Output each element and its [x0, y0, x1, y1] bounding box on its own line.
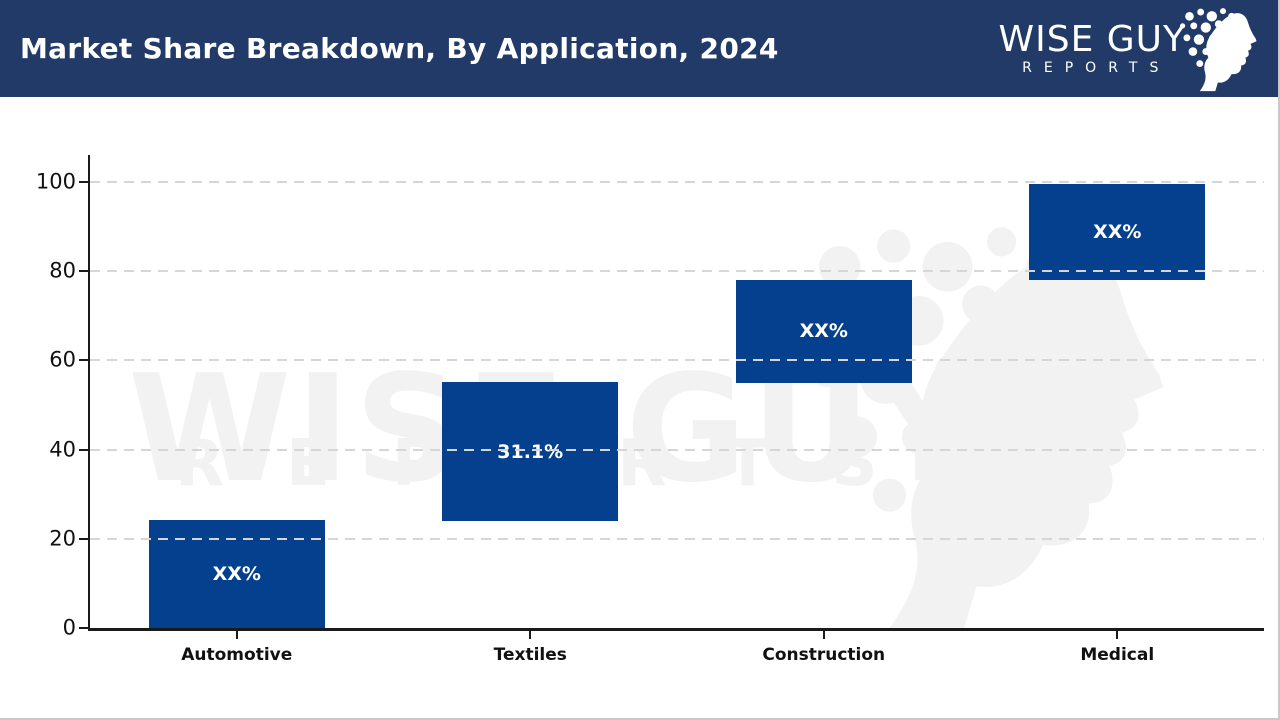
- y-tick-mark: [79, 627, 88, 629]
- logo-brand-name: WISE GUY: [998, 19, 1186, 60]
- x-tick-label-medical: Medical: [1080, 645, 1155, 665]
- gridline-60: [90, 359, 1264, 362]
- y-tick-mark: [79, 359, 88, 362]
- x-tick-label-construction: Construction: [762, 645, 886, 665]
- y-tick-mark: [79, 537, 88, 540]
- x-tick-label-textiles: Textiles: [493, 645, 567, 665]
- y-tick-mark: [79, 448, 88, 451]
- x-tick-mark: [1116, 631, 1119, 639]
- header-bar: Market Share Breakdown, By Application, …: [0, 0, 1278, 97]
- logo-brand-subtitle: REPORTS: [1022, 60, 1171, 76]
- bar-value-label: XX%: [212, 563, 261, 585]
- head-profile-dots-icon: [1180, 7, 1257, 91]
- y-tick-label: 60: [49, 347, 76, 372]
- y-tick-label: 80: [49, 258, 76, 283]
- gridline-100: [90, 180, 1264, 183]
- y-tick-label: 40: [49, 437, 76, 461]
- gridline-20: [90, 537, 1264, 540]
- bar-construction: XX%: [735, 279, 912, 383]
- page-title: Market Share Breakdown, By Application, …: [20, 32, 779, 65]
- bar-value-label: XX%: [799, 320, 848, 343]
- x-tick-mark: [822, 631, 825, 639]
- brand-logo: WISE GUY REPORTS: [999, 6, 1261, 92]
- plot-area: 0 20 40 60 80 100 XX% Automotive 31.1% Textiles XX…: [36, 155, 1264, 665]
- gridline-80: [90, 270, 1264, 273]
- y-tick-mark: [79, 180, 88, 183]
- y-tick-label: 20: [49, 526, 76, 551]
- bar-value-label: XX%: [1093, 220, 1142, 243]
- x-tick-label-automotive: Automotive: [181, 645, 293, 665]
- bar-medical: XX%: [1029, 183, 1206, 280]
- bar-value-label: 31.1%: [497, 440, 564, 463]
- logo-wordmark: WISE GUY REPORTS: [998, 19, 1187, 76]
- bar-automotive: XX%: [148, 520, 325, 628]
- x-tick-mark: [235, 631, 238, 639]
- x-tick-mark: [529, 631, 532, 639]
- chart-area: WISE GUY REPORTS 020406080100XX%Automoti…: [0, 97, 1278, 718]
- y-tick-label: 100: [35, 169, 76, 194]
- gridline-40: [90, 448, 1264, 451]
- y-tick-mark: [79, 270, 88, 273]
- bar-textiles: 31.1%: [442, 382, 619, 521]
- y-tick-label: 0: [62, 615, 76, 640]
